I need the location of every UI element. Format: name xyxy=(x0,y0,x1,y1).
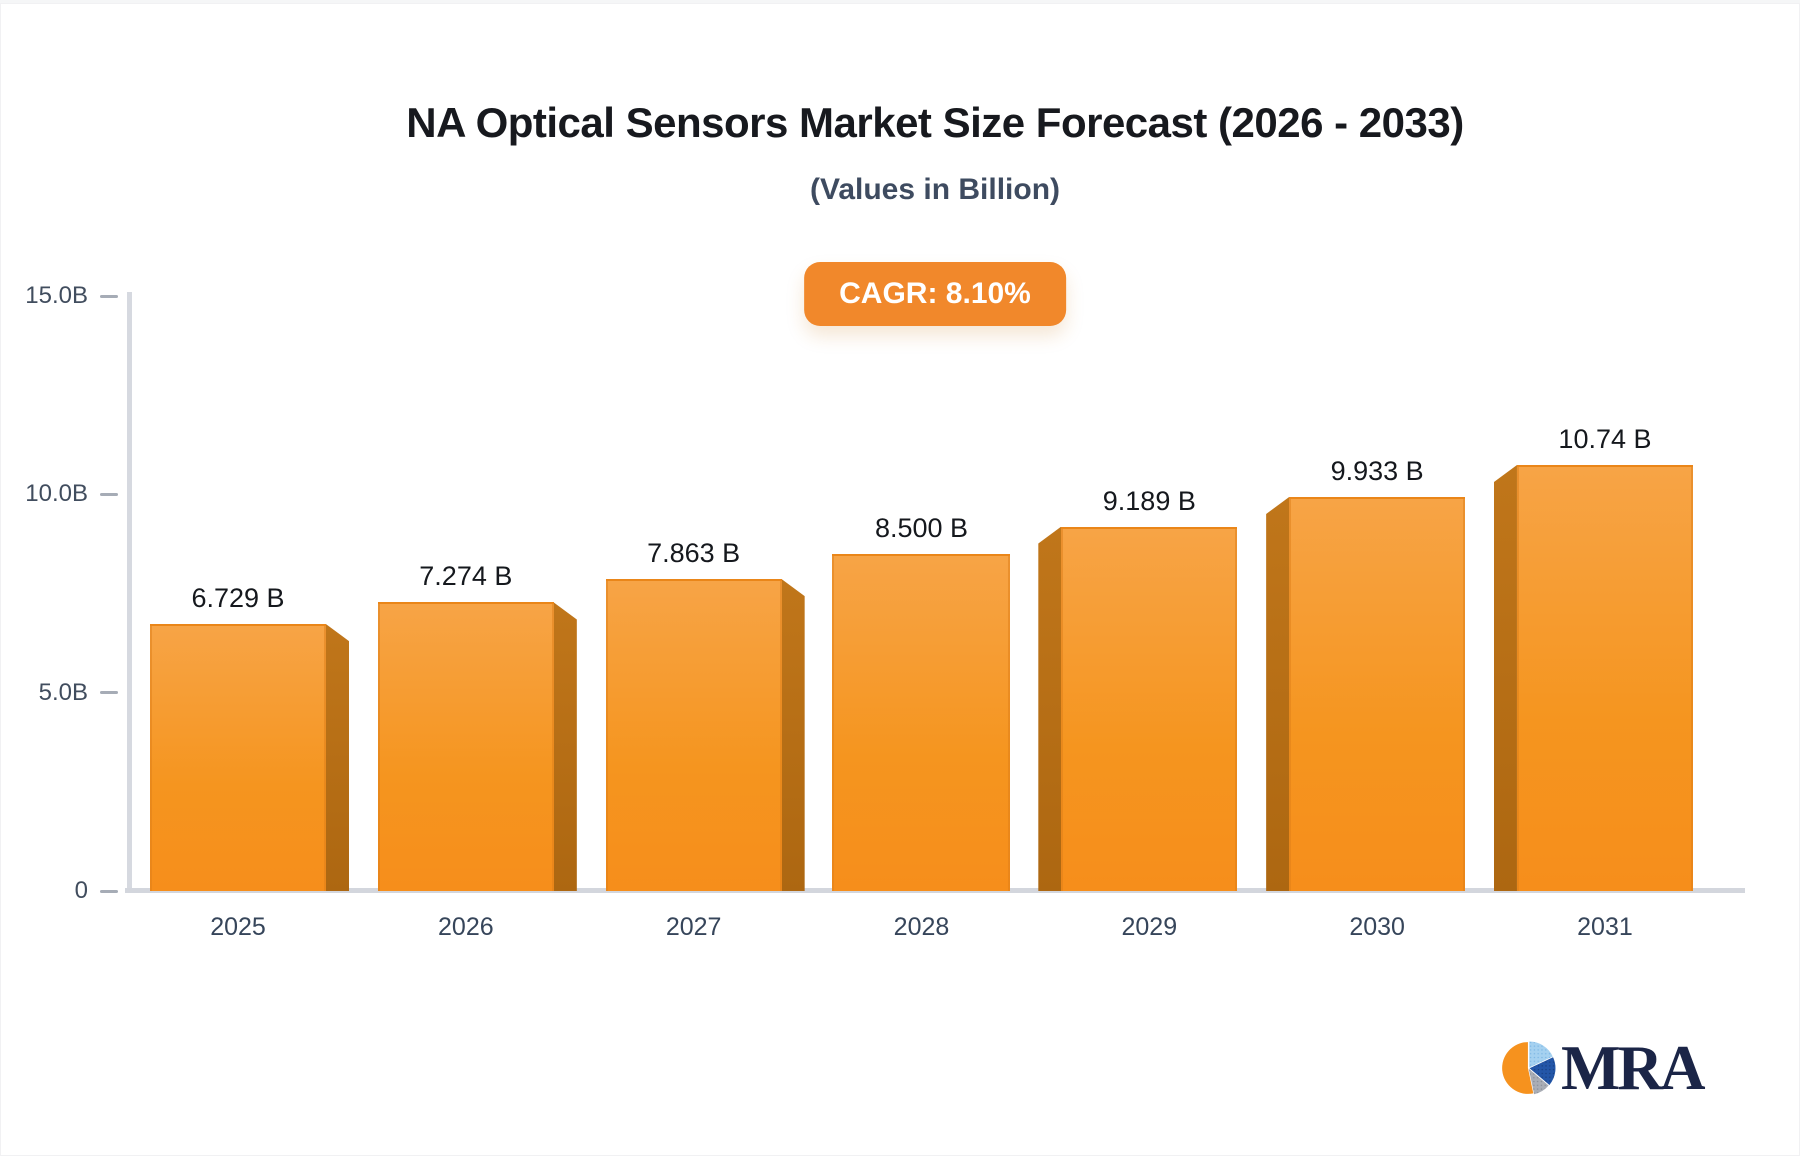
bar-side-face xyxy=(326,624,349,891)
bar-front-face: 7.274 B 2026 xyxy=(377,561,554,941)
x-tick-label: 2030 xyxy=(1349,913,1405,941)
bar-side-face xyxy=(1266,497,1290,891)
plot-area: 15.0B 10.0B 5.0B 0 6.729 B 2025 7.274 B 2026 7.8… xyxy=(25,282,1745,941)
bar-value-label: 8.500 B xyxy=(874,512,969,543)
x-tick-label: 2027 xyxy=(665,913,722,941)
logo-text: MRA xyxy=(1561,1033,1705,1103)
bar-group: 9.933 B 2030 xyxy=(1266,456,1466,941)
chart-subtitle: (Values in Billion) xyxy=(809,173,1061,206)
brand-logo: MRA xyxy=(1502,1033,1705,1103)
y-tick-mark xyxy=(100,294,118,298)
bar-value-label: 9.189 B xyxy=(1102,485,1196,516)
bar-front-face: 7.863 B 2027 xyxy=(605,538,782,941)
y-tick-label: 15.0B xyxy=(25,282,88,309)
y-tick-mark xyxy=(100,889,118,893)
bar-group: 6.729 B 2025 xyxy=(150,583,349,941)
bar-group: 8.500 B 2028 xyxy=(832,513,1011,941)
bar-side-face xyxy=(1493,464,1517,891)
bar-value-label: 7.274 B xyxy=(419,561,513,592)
bar-group: 10.74 B 2031 xyxy=(1493,424,1693,941)
x-tick-label: 2029 xyxy=(1121,913,1178,941)
bar-value-label: 9.933 B xyxy=(1330,456,1424,486)
bar-group: 7.863 B 2027 xyxy=(605,538,805,941)
bar-value-label: 7.863 B xyxy=(647,538,741,569)
y-tick-mark xyxy=(100,691,118,695)
x-tick-label: 2026 xyxy=(438,913,494,941)
y-tick-mark xyxy=(100,492,118,496)
bar-group: 7.274 B 2026 xyxy=(377,561,577,941)
x-tick-label: 2025 xyxy=(210,913,266,941)
bar-front-face: 8.500 B 2028 xyxy=(832,513,1011,941)
x-tick-label: 2031 xyxy=(1577,913,1633,941)
y-tick-label: 0 xyxy=(74,877,88,904)
bar-side-face xyxy=(1038,526,1062,891)
bar-side-face xyxy=(781,579,805,891)
y-tick-label: 5.0B xyxy=(38,678,88,706)
bar-value-label: 10.74 B xyxy=(1558,423,1652,454)
bar-side-face xyxy=(553,602,577,891)
pie-chart-icon xyxy=(1502,1041,1556,1095)
chart-title: NA Optical Sensors Market Size Forecast … xyxy=(406,99,1464,146)
bar-front-face: 9.189 B 2029 xyxy=(1061,486,1238,941)
bar-group: 9.189 B 2029 xyxy=(1038,486,1238,941)
x-tick-label: 2028 xyxy=(893,913,950,941)
cagr-badge: CAGR: 8.10% xyxy=(804,262,1066,326)
y-tick-label: 10.0B xyxy=(25,480,88,508)
bar-front-face: 10.74 B 2031 xyxy=(1516,424,1693,941)
bar-front-face: 6.729 B 2025 xyxy=(150,583,326,941)
bar-value-label: 6.729 B xyxy=(191,583,285,614)
y-axis-line xyxy=(127,292,132,891)
bar-front-face: 9.933 B 2030 xyxy=(1289,456,1466,941)
